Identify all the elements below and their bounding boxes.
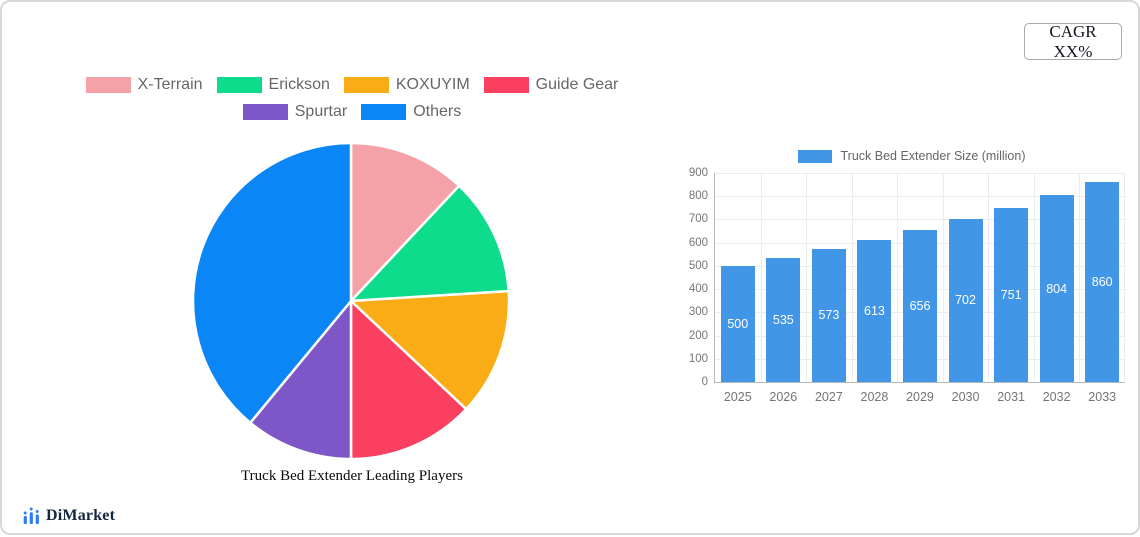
pie-legend: X-Terrain Erickson KOXUYIM Guide Gear Spurta… xyxy=(2,76,702,121)
gridline-vertical xyxy=(851,173,853,382)
brand-footer: DiMarket xyxy=(23,506,115,525)
legend-swatch xyxy=(85,77,131,93)
y-axis-tick-label: 200 xyxy=(688,329,708,342)
x-axis-tick-label: 2025 xyxy=(723,390,752,404)
gridline-horizontal xyxy=(715,219,1125,221)
gridline-vertical xyxy=(806,173,808,382)
x-axis-tick-label: 2026 xyxy=(769,390,798,404)
pie-chart-svg xyxy=(191,141,511,461)
legend-item-others[interactable]: Others xyxy=(361,103,461,121)
bar-2027[interactable]: 573 xyxy=(811,248,846,382)
pie-slice-erickson[interactable] xyxy=(349,184,510,303)
bar-chart-panel: Truck Bed Extender Size (million) 0 100 20… xyxy=(689,145,1132,425)
dimarket-logo-icon xyxy=(23,507,39,524)
bar-value-label: 656 xyxy=(909,298,931,313)
bar-value-label: 573 xyxy=(818,308,840,323)
y-axis-tick-label: 100 xyxy=(688,352,708,365)
bar-legend-swatch xyxy=(798,149,833,163)
y-axis-tick-label: 300 xyxy=(688,306,708,319)
bar-value-label: 613 xyxy=(864,303,885,318)
gridline-vertical xyxy=(1033,173,1035,382)
legend-label: X-Terrain xyxy=(137,76,203,93)
legend-item-guide-gear[interactable]: Guide Gear xyxy=(483,76,619,94)
cagr-badge[interactable]: CAGR XX% xyxy=(1024,22,1122,61)
y-axis-tick-label: 0 xyxy=(701,376,708,388)
bar-value-label: 751 xyxy=(1000,287,1022,302)
legend-swatch xyxy=(343,77,389,93)
y-axis-tick-label: 900 xyxy=(688,167,708,179)
gridline-vertical xyxy=(1124,173,1125,382)
legend-label: Spurtar xyxy=(294,103,348,120)
pie-slice-guide-gear[interactable] xyxy=(349,299,468,461)
gridline-vertical xyxy=(760,173,762,382)
bar-2032[interactable]: 804 xyxy=(1039,195,1074,382)
pie-legend-row: X-Terrain Erickson KOXUYIM Guide Gear xyxy=(85,76,619,94)
bar-value-label: 702 xyxy=(955,293,976,308)
legend-swatch xyxy=(216,77,262,93)
pie-chart xyxy=(189,139,513,463)
legend-label: Erickson xyxy=(268,76,330,93)
legend-swatch xyxy=(483,77,529,93)
gridline-vertical xyxy=(897,173,899,382)
legend-label: Others xyxy=(413,103,462,120)
bar-2026[interactable]: 535 xyxy=(766,257,801,382)
legend-label: KOXUYIM xyxy=(395,76,470,93)
bar-2033[interactable]: 860 xyxy=(1085,182,1120,382)
bar-2028[interactable]: 613 xyxy=(857,239,892,382)
pie-chart-title: Truck Bed Extender Leading Players xyxy=(241,468,463,484)
legend-item-spurtar[interactable]: Spurtar xyxy=(242,103,348,121)
legend-swatch xyxy=(242,104,288,120)
bar-value-label: 500 xyxy=(727,316,749,331)
pie-slice-spurtar[interactable] xyxy=(249,299,353,461)
gridline-horizontal xyxy=(715,173,1125,174)
gridline-vertical xyxy=(1079,173,1081,382)
x-axis-tick-label: 2031 xyxy=(997,390,1025,404)
gridline-horizontal xyxy=(715,196,1125,198)
x-axis-tick-label: 2028 xyxy=(860,390,889,404)
pie-slice-koxuyim[interactable] xyxy=(349,289,511,411)
bar-value-label: 804 xyxy=(1046,281,1068,296)
y-axis-tick-label: 700 xyxy=(688,213,708,226)
bar-value-label: 535 xyxy=(772,312,794,327)
x-axis-tick-label: 2032 xyxy=(1042,390,1071,404)
pie-slice-others[interactable] xyxy=(191,141,353,424)
bar-plot-area: 0 100 200 300 400 500 600 700 800 900 500 2025 535 20… xyxy=(689,167,1125,404)
gridline-vertical xyxy=(988,173,990,382)
y-axis-tick-label: 600 xyxy=(688,236,708,249)
brand-name: DiMarket xyxy=(46,506,116,524)
bar-2031[interactable]: 751 xyxy=(994,207,1029,382)
legend-item-erickson[interactable]: Erickson xyxy=(216,76,330,94)
legend-label: Guide Gear xyxy=(535,76,619,93)
x-axis-tick-label: 2029 xyxy=(906,390,934,404)
bar-2030[interactable]: 702 xyxy=(948,218,983,382)
bar-2029[interactable]: 656 xyxy=(903,229,937,382)
y-axis-tick-label: 800 xyxy=(688,190,708,203)
legend-item-x-terrain[interactable]: X-Terrain xyxy=(85,76,203,94)
bar-2025[interactable]: 500 xyxy=(720,265,755,382)
pie-slice-x-terrain[interactable] xyxy=(349,141,461,303)
x-axis-tick-label: 2030 xyxy=(951,390,980,404)
legend-item-koxuyim[interactable]: KOXUYIM xyxy=(343,76,470,94)
bar-value-label: 860 xyxy=(1091,275,1113,290)
x-axis-tick-label: 2027 xyxy=(814,390,843,404)
x-axis-tick-label: 2033 xyxy=(1088,390,1117,404)
bar-legend-label: Truck Bed Extender Size (million) xyxy=(840,149,1026,163)
legend-swatch xyxy=(361,104,407,120)
bar-legend[interactable]: Truck Bed Extender Size (million) xyxy=(692,149,1132,163)
pie-chart-panel: X-Terrain Erickson KOXUYIM Guide Gear Spurta… xyxy=(2,2,702,537)
y-axis-tick-label: 400 xyxy=(688,283,708,296)
y-axis-tick-label: 500 xyxy=(688,259,708,272)
pie-legend-row: Spurtar Others xyxy=(242,103,461,121)
gridline-vertical xyxy=(942,173,944,382)
